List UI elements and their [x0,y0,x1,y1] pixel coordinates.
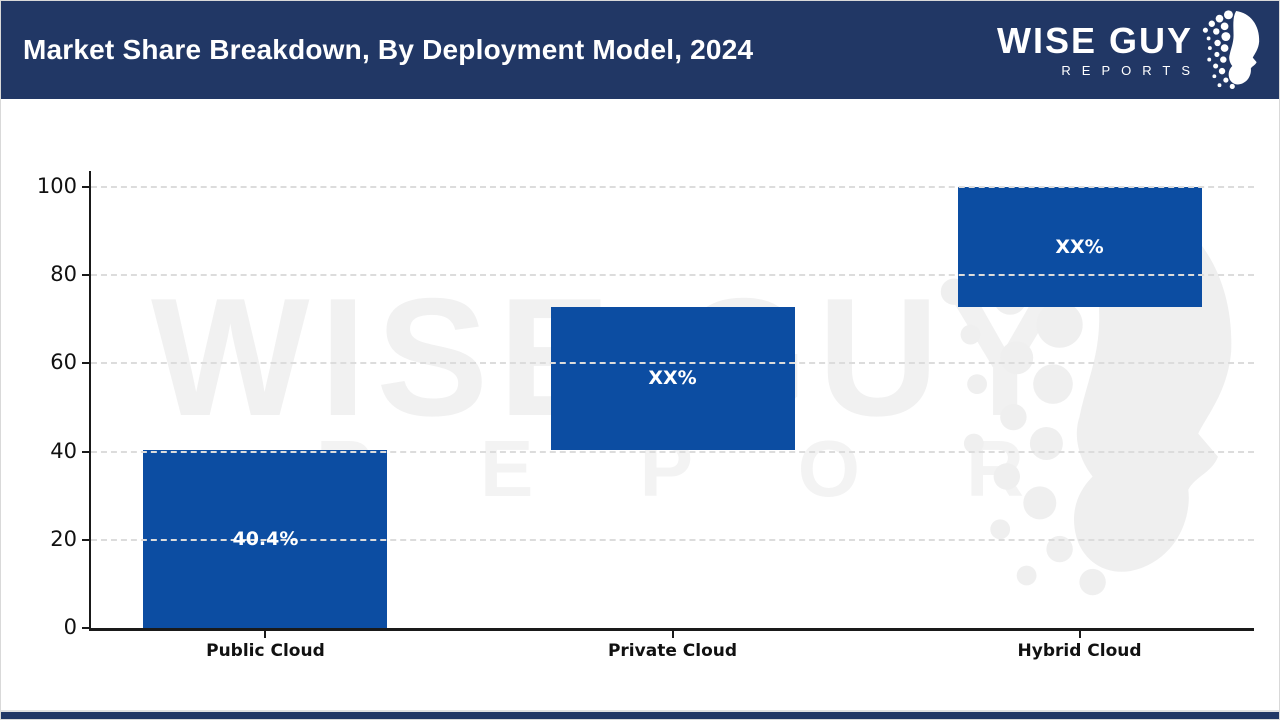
x-axis-tick-mark [671,631,674,638]
y-axis-tick-label: 0 [63,615,77,639]
gridline-80 [91,274,1254,277]
bar-hybrid-cloud [958,187,1202,307]
y-axis-tick-mark [82,450,90,453]
wise-guy-reports-logo: WISE GUY REPORTS [996,9,1279,91]
x-axis-tick-mark [1078,631,1081,638]
y-axis-tick-label: 80 [50,262,77,287]
y-axis-tick-mark [82,362,90,365]
header-bar: Market Share Breakdown, By Deployment Mo… [1,1,1279,99]
logo-text: WISE GUY REPORTS [996,19,1193,78]
logo-face-icon [1202,10,1260,90]
y-axis-tick-mark [82,274,90,277]
y-axis-tick-label: 40 [50,438,77,463]
x-axis-category-label-private-cloud: Private Cloud [607,641,738,661]
bar-value-label-hybrid-cloud: XX% [1055,235,1104,258]
x-axis-category-label-public-cloud: Public Cloud [206,641,325,661]
x-axis-category-label-hybrid-cloud: Hybrid Cloud [1017,641,1142,661]
y-axis-tick-mark [82,538,90,541]
x-axis-tick-mark [264,631,267,638]
footer-bar [1,710,1279,719]
y-axis-tick-label: 60 [50,350,77,375]
gridline-60 [91,362,1254,365]
page-title: Market Share Breakdown, By Deployment Mo… [23,34,754,65]
bar-value-label-private-cloud: XX% [648,367,697,390]
y-axis-line [89,171,91,631]
gridline-20 [91,538,1254,541]
logo-wordmark: WISE GUY [996,19,1193,61]
gridline-40 [91,450,1254,453]
y-axis-tick-label: 100 [36,174,77,198]
logo-subtext: REPORTS [1061,62,1201,78]
gridline-100 [91,186,1254,188]
x-axis-line [89,628,1254,631]
y-axis-tick-mark [82,186,90,188]
bar-value-label-public-cloud: 40.4% [232,527,299,550]
bar-private-cloud [551,307,795,450]
y-axis-tick-label: 20 [50,526,77,551]
y-axis-tick-mark [82,627,90,629]
